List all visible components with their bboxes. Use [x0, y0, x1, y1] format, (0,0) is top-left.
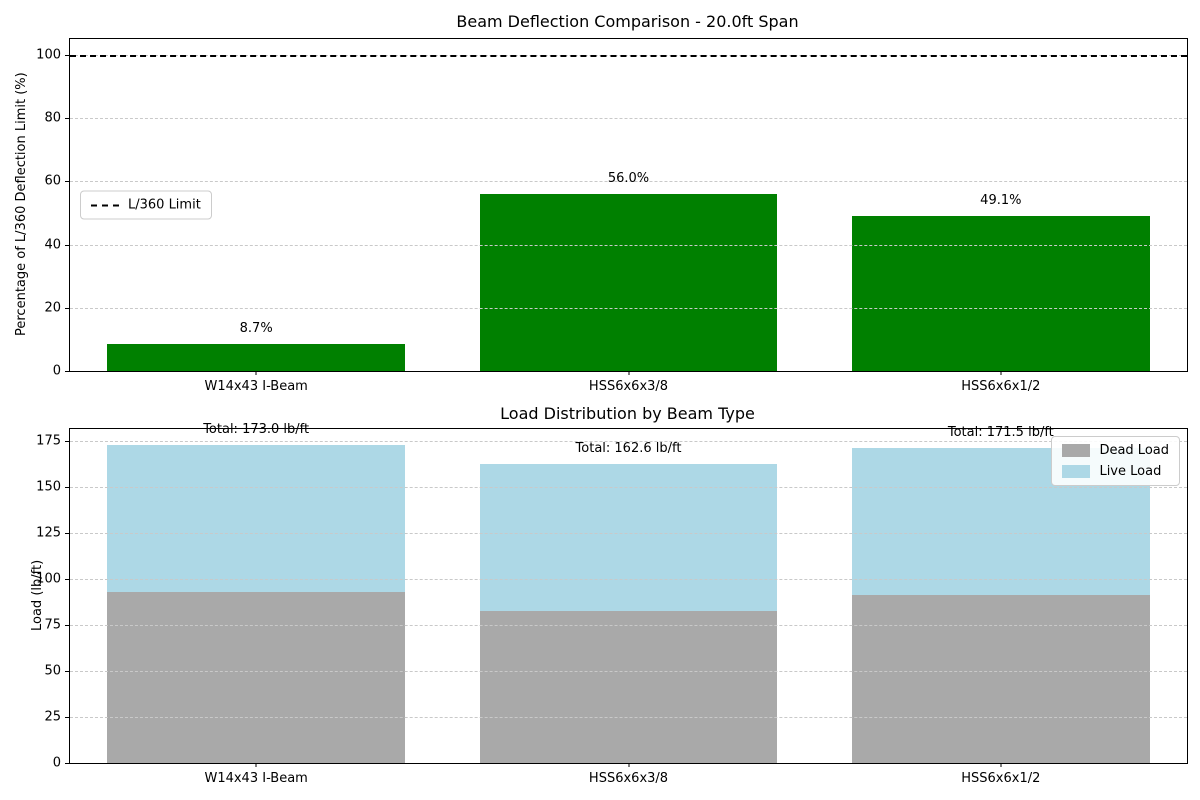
- gridline: [70, 307, 1187, 309]
- x-tick-mark: [628, 763, 629, 767]
- legend-entry: L/360 Limit: [91, 198, 201, 213]
- gridline: [70, 181, 1187, 183]
- plot-area: Total: 173.0 lb/ft W14x43 I-Beam Total: 16…: [36, 422, 1188, 786]
- live-load-bar: [479, 464, 778, 612]
- y-tick-label: 0: [52, 363, 61, 379]
- y-tick-mark: [65, 181, 70, 183]
- y-axis-label: Load (lb/ft): [30, 559, 45, 631]
- deflection-chart: Beam Deflection Comparison - 20.0ft Span…: [14, 12, 1188, 394]
- legend: L/360 Limit: [80, 190, 212, 220]
- y-tick-mark: [65, 717, 70, 719]
- y-tick-mark: [65, 579, 70, 581]
- x-tick-label: HSS6x6x3/8: [588, 379, 669, 394]
- gridline: [70, 717, 1187, 719]
- gridline: [70, 671, 1187, 673]
- y-tick-label: 75: [44, 617, 61, 633]
- x-tick-mark: [255, 371, 257, 375]
- legend-label: L/360 Limit: [128, 197, 201, 213]
- y-tick-mark: [65, 244, 70, 246]
- color-swatch: [1062, 444, 1091, 457]
- x-tick-label: HSS6x6x3/8: [588, 771, 669, 786]
- y-tick-mark: [65, 671, 70, 673]
- y-tick-mark: [65, 441, 70, 443]
- plot-area: 8.7% W14x43 I-Beam 56.0% HSS6x6x3/8 49.1% HSS…: [36, 38, 1188, 394]
- x-tick-label: W14x43 I-Beam: [204, 771, 308, 786]
- y-tick-mark: [65, 763, 70, 764]
- color-swatch: [1062, 465, 1091, 478]
- y-tick-label: 60: [44, 173, 61, 189]
- bar-value-label: 56.0%: [607, 170, 650, 186]
- y-tick-label: 80: [44, 110, 61, 126]
- x-tick-label: W14x43 I-Beam: [204, 379, 308, 394]
- bar-value-label: 49.1%: [980, 192, 1022, 208]
- gridline: [70, 487, 1187, 489]
- y-tick-label: 20: [44, 300, 61, 316]
- legend-entry: Live Load: [1062, 464, 1169, 479]
- y-tick-label: 40: [44, 237, 61, 253]
- dead-load-bar: [479, 611, 778, 763]
- dead-load-bar: [851, 594, 1150, 763]
- y-axis-label: Percentage of L/360 Deflection Limit (%): [14, 72, 29, 336]
- y-tick-mark: [65, 54, 70, 56]
- value-bar: [479, 193, 778, 371]
- y-tick-mark: [65, 487, 70, 489]
- load-distribution-chart: Load Distribution by Beam Type Load (lb/…: [0, 400, 1200, 800]
- dashed-line-swatch: [91, 204, 119, 206]
- y-tick-mark: [65, 625, 70, 627]
- legend-label: Live Load: [1099, 464, 1162, 479]
- y-tick-mark: [65, 307, 70, 309]
- value-bar: [107, 343, 406, 371]
- bar-value-label: 8.7%: [239, 320, 273, 336]
- value-bar: [851, 215, 1150, 371]
- gridline: [70, 244, 1187, 246]
- x-tick-label: HSS6x6x1/2: [961, 771, 1041, 786]
- y-tick-mark: [65, 371, 70, 372]
- y-tick-label: 125: [36, 525, 61, 541]
- gridline: [70, 118, 1187, 120]
- legend-label: Dead Load: [1099, 443, 1169, 458]
- bar-value-label: Total: 162.6 lb/ft: [575, 441, 682, 457]
- y-tick-label: 100: [36, 571, 61, 587]
- legend-entry: Dead Load: [1062, 443, 1169, 458]
- gridline: [70, 579, 1187, 581]
- x-tick-mark: [1000, 371, 1002, 375]
- y-tick-label: 0: [52, 755, 61, 771]
- y-tick-mark: [65, 118, 70, 120]
- chart-title: Beam Deflection Comparison - 20.0ft Span: [456, 12, 799, 31]
- reference-line: [70, 54, 1187, 57]
- gridline: [70, 533, 1187, 535]
- gridline: [70, 625, 1187, 627]
- legend: Dead Load Live Load: [1051, 436, 1180, 486]
- live-load-bar: [107, 445, 406, 593]
- y-tick-label: 100: [36, 47, 61, 63]
- y-tick-label: 150: [36, 479, 61, 495]
- y-tick-label: 175: [36, 433, 61, 449]
- bar-value-label: Total: 171.5 lb/ft: [947, 424, 1054, 440]
- gridline: [70, 441, 1187, 443]
- x-tick-mark: [628, 371, 629, 375]
- bar-value-label: Total: 173.0 lb/ft: [203, 422, 310, 437]
- y-tick-mark: [65, 533, 70, 535]
- dead-load-bar: [107, 592, 406, 763]
- x-tick-mark: [1000, 763, 1002, 767]
- y-tick-label: 50: [44, 663, 61, 679]
- x-tick-label: HSS6x6x1/2: [961, 379, 1041, 394]
- x-tick-mark: [255, 763, 257, 767]
- y-tick-label: 25: [44, 709, 61, 725]
- chart-title: Load Distribution by Beam Type: [500, 404, 755, 423]
